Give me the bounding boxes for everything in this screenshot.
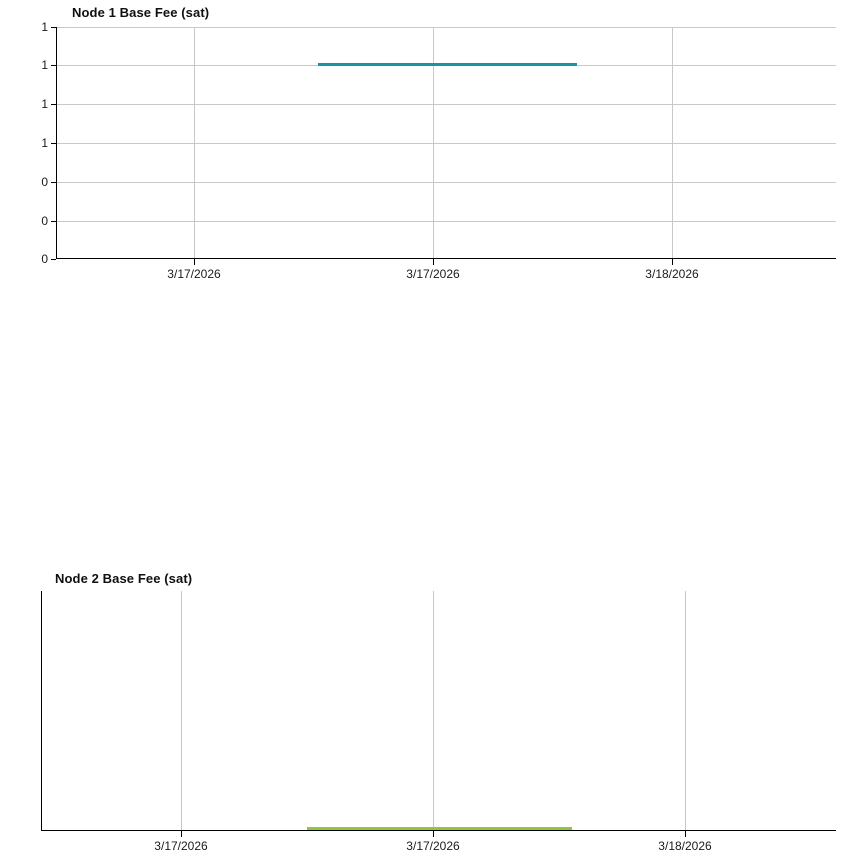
gridline-h bbox=[56, 182, 836, 183]
x-tick-label: 3/18/2026 bbox=[658, 839, 712, 853]
gridline-h bbox=[56, 104, 836, 105]
x-tick-mark bbox=[181, 831, 182, 837]
y-tick-mark bbox=[51, 65, 56, 66]
gridline-h bbox=[56, 221, 836, 222]
y-tick-mark bbox=[51, 27, 56, 28]
series-line-node2 bbox=[307, 827, 572, 830]
y-tick-label: 1 bbox=[41, 97, 48, 111]
gridlines-node2 bbox=[41, 591, 836, 831]
y-tick-mark bbox=[51, 221, 56, 222]
y-tick-mark bbox=[51, 182, 56, 183]
gridline-h bbox=[56, 27, 836, 28]
gridline-h bbox=[56, 143, 836, 144]
y-tick-mark bbox=[51, 259, 56, 260]
y-tick-label: 0 bbox=[41, 175, 48, 189]
x-axis-line-node1 bbox=[56, 258, 836, 259]
y-tick-label: 0 bbox=[41, 252, 48, 266]
series-layer-node2 bbox=[41, 591, 836, 831]
gridlines-node1 bbox=[56, 27, 836, 259]
gridline-v bbox=[433, 27, 434, 259]
y-tick-label: 0 bbox=[41, 214, 48, 228]
x-tick-mark bbox=[685, 831, 686, 837]
y-tick-mark bbox=[51, 104, 56, 105]
series-line-node1 bbox=[318, 63, 577, 66]
y-tick-mark bbox=[51, 143, 56, 144]
y-tick-label: 1 bbox=[41, 20, 48, 34]
chart-title-node1: Node 1 Base Fee (sat) bbox=[72, 5, 210, 20]
gridline-v bbox=[181, 591, 182, 831]
series-layer-node1 bbox=[56, 27, 836, 259]
chart-title-node2: Node 2 Base Fee (sat) bbox=[55, 571, 193, 586]
gridline-v bbox=[672, 27, 673, 259]
x-tick-label: 3/18/2026 bbox=[645, 267, 699, 281]
y-tick-label: 1 bbox=[41, 136, 48, 150]
x-axis-line-node2 bbox=[41, 830, 836, 831]
plot-area-node1: 1 1 1 1 0 0 0 bbox=[41, 20, 836, 281]
plot-area-node2: 3/17/2026 3/17/2026 3/18/2026 bbox=[41, 591, 836, 853]
x-tick-label: 3/17/2026 bbox=[167, 267, 221, 281]
x-tick-mark bbox=[194, 259, 195, 265]
chart-panel-node2: Node 2 Base Fee (sat) 3/17/2026 3/17/202… bbox=[0, 283, 860, 853]
x-tick-mark bbox=[672, 259, 673, 265]
gridline-v bbox=[433, 591, 434, 831]
gridline-v bbox=[685, 591, 686, 831]
gridline-h bbox=[56, 65, 836, 66]
gridline-v bbox=[194, 27, 195, 259]
x-tick-label: 3/17/2026 bbox=[406, 839, 460, 853]
axes-node2 bbox=[41, 591, 836, 831]
y-axis-line-node1 bbox=[56, 27, 57, 259]
chart-panel-node1: Node 1 Base Fee (sat) bbox=[0, 0, 860, 288]
axes-node1 bbox=[56, 27, 836, 259]
y-tick-label: 1 bbox=[41, 58, 48, 72]
y-axis-line-node2 bbox=[41, 591, 42, 831]
x-tick-mark bbox=[433, 831, 434, 837]
x-tick-mark bbox=[433, 259, 434, 265]
x-tick-label: 3/17/2026 bbox=[406, 267, 460, 281]
x-tick-label: 3/17/2026 bbox=[154, 839, 208, 853]
